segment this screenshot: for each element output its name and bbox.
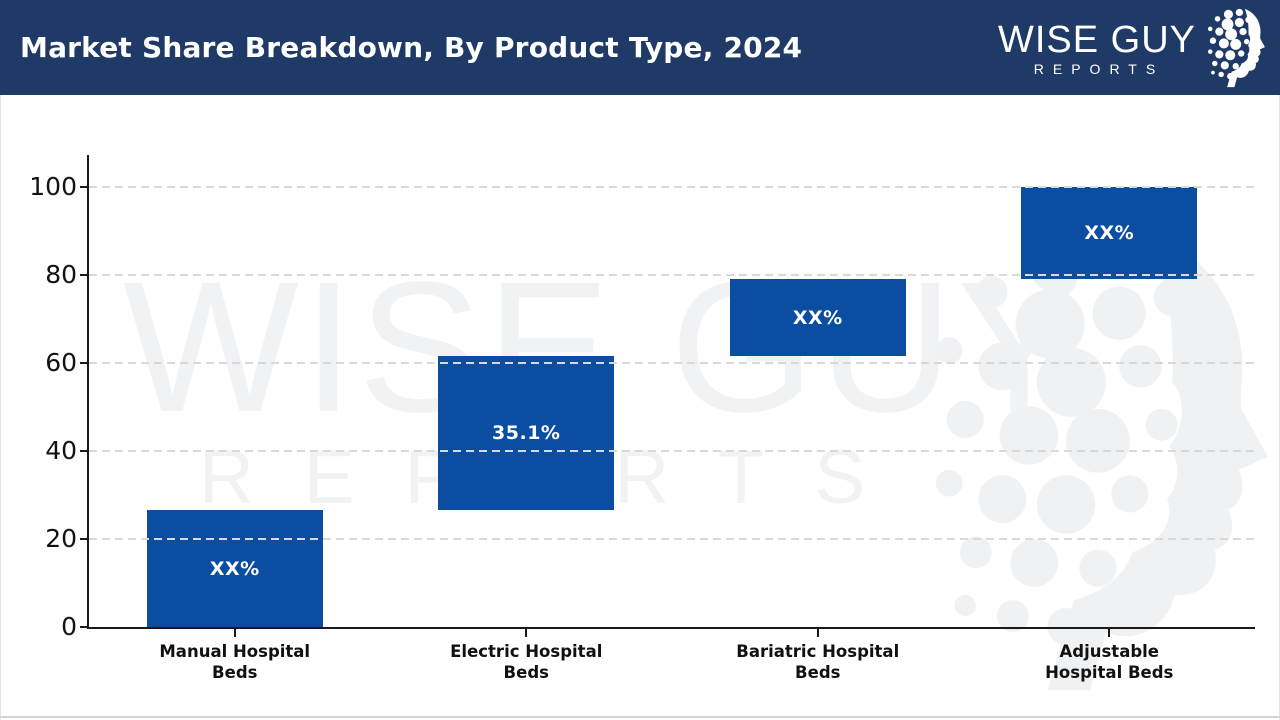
gridline-40 [89,450,1255,453]
logo: WISE GUY REPORTS [998,6,1266,90]
x-tick-mark-3 [1108,629,1111,637]
page-title: Market Share Breakdown, By Product Type,… [20,31,803,64]
bar-value-label: XX% [209,557,260,580]
y-axis-spine [87,155,89,629]
logo-wordmark-block: WISE GUY REPORTS [998,20,1196,77]
y-tick-mark-20 [80,538,88,541]
y-tick-mark-0 [80,626,88,628]
watermark-dotted-face-icon [935,233,1268,691]
bar-electric-hospital-beds: 35.1% [438,356,615,511]
bar-bariatric-hospital-beds: XX% [729,279,906,357]
bar-manual-hospital-beds: XX% [146,510,323,627]
logo-subtitle: REPORTS [1033,60,1165,77]
y-tick-mark-80 [80,274,88,277]
y-tick-label-100: 100 [29,172,77,202]
x-tick-mark-0 [233,629,236,637]
gridline-100 [89,186,1255,189]
bottom-divider [0,716,1280,718]
y-tick-mark-40 [80,450,88,453]
category-label-manual-hospital-beds: Manual Hospital Beds [159,642,311,682]
dotted-face-logo-icon [1207,8,1265,88]
y-tick-mark-60 [80,362,88,365]
x-tick-mark-1 [525,629,528,637]
plot-area: XX% 35.1% XX% XX% 0 20 40 60 80 100 Manual Hospita… [1,95,1280,720]
chart-region: WISE GUY REPORTS XX%35.1%XX%XX%020406080… [0,95,1280,720]
category-label-electric-hospital-beds: Electric Hospital Beds [450,642,603,682]
bar-value-label: XX% [792,306,843,329]
x-axis-spine [87,627,1255,629]
gridline-20 [89,538,1255,541]
category-label-bariatric-hospital-beds: Bariatric Hospital Beds [736,642,900,682]
x-tick-mark-2 [816,629,819,637]
logo-wordmark: WISE GUY [997,18,1196,61]
y-tick-label-0: 0 [61,612,77,641]
gridline-80 [89,274,1255,277]
bar-value-label: 35.1% [492,422,561,445]
bar-value-label: XX% [1084,222,1135,245]
y-tick-label-60: 60 [45,348,77,378]
category-label-adjustable-hospital-beds: Adjustable Hospital Beds [1045,642,1174,682]
bar-adjustable-hospital-beds: XX% [1021,187,1198,280]
header-bar: Market Share Breakdown, By Product Type,… [0,0,1280,95]
y-tick-label-80: 80 [45,260,77,290]
y-tick-label-20: 20 [45,524,77,554]
y-tick-label-40: 40 [45,436,77,466]
y-tick-mark-100 [80,186,88,189]
gridline-60 [89,362,1255,365]
